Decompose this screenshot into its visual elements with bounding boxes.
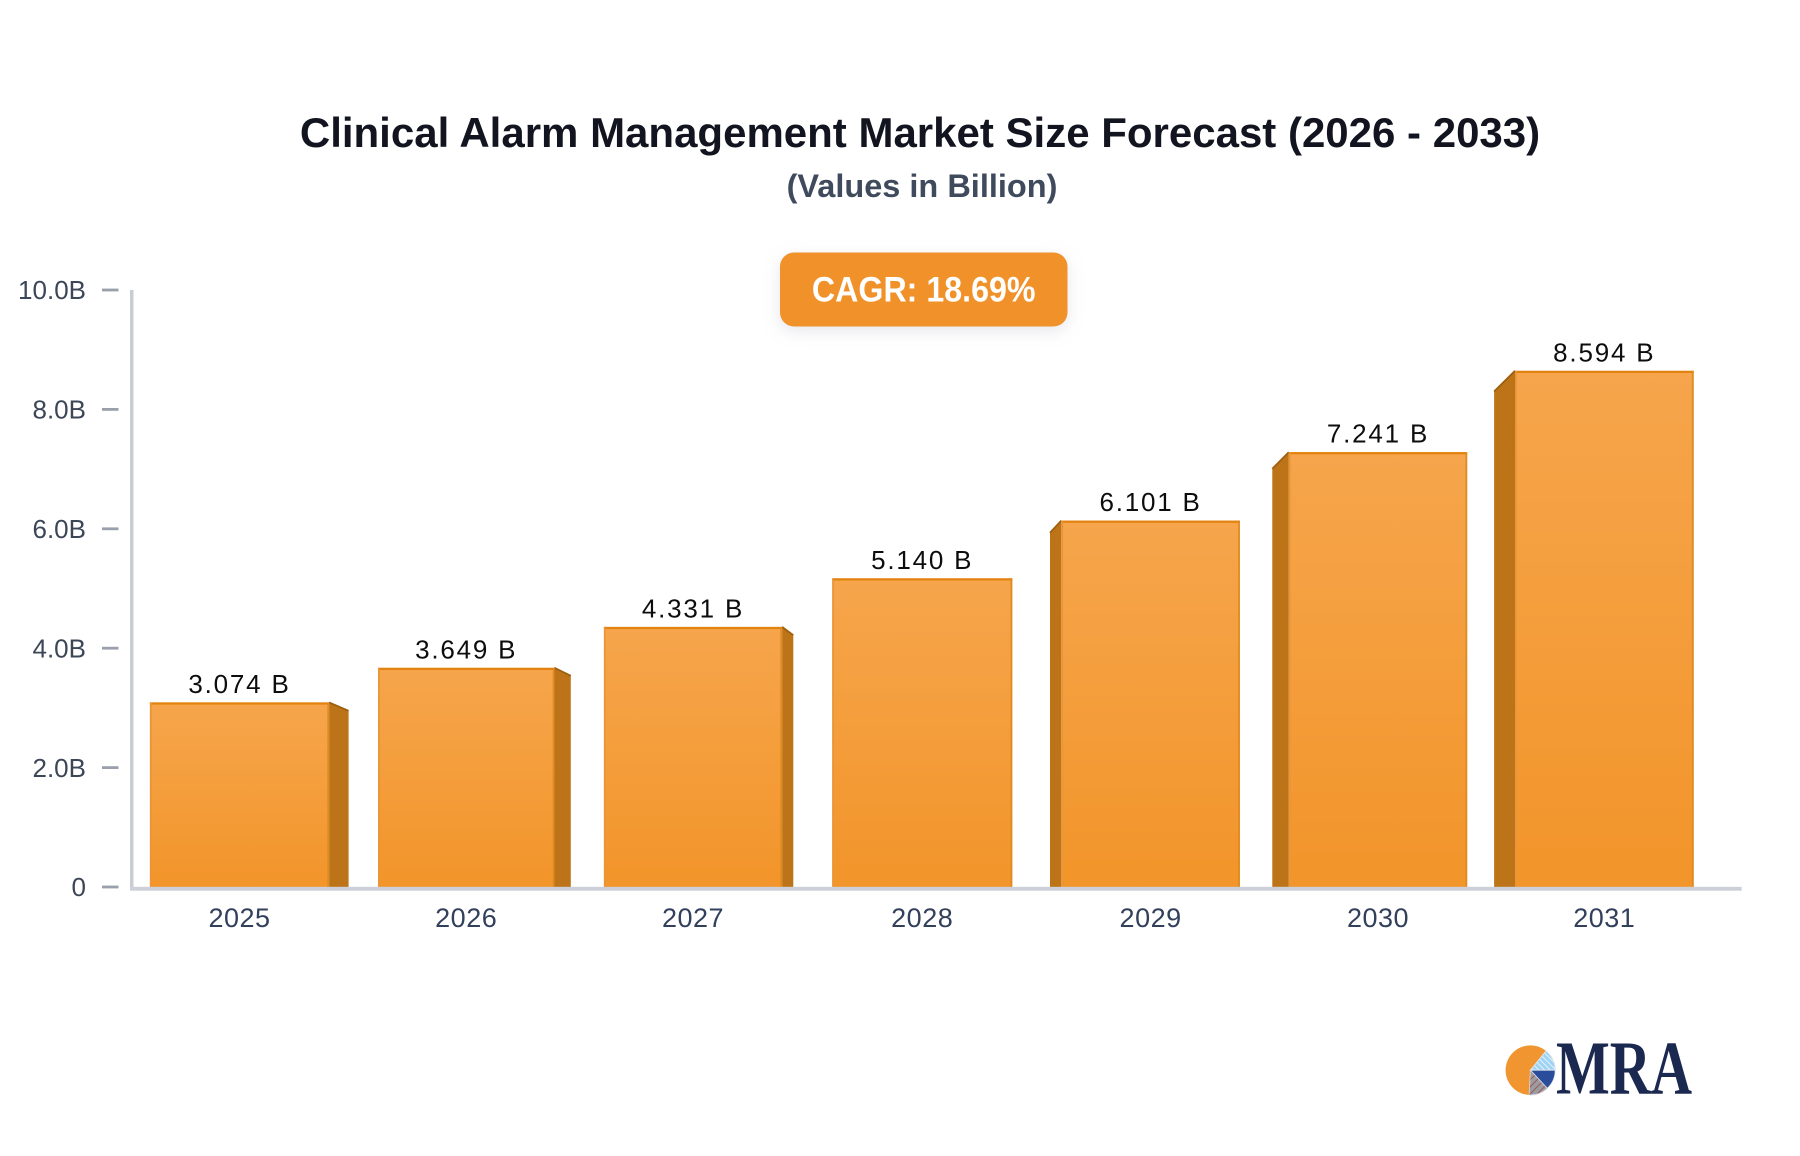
svg-text:MRA: MRA: [1556, 1026, 1692, 1111]
svg-text:4.0B: 4.0B: [33, 633, 87, 663]
svg-text:6.101 B: 6.101 B: [1099, 487, 1201, 517]
svg-text:2026: 2026: [435, 903, 497, 933]
svg-text:2.0B: 2.0B: [33, 753, 87, 783]
svg-text:7.241 B: 7.241 B: [1327, 419, 1429, 449]
svg-text:2029: 2029: [1120, 903, 1182, 933]
svg-text:5.140 B: 5.140 B: [871, 545, 973, 575]
svg-text:0: 0: [72, 872, 86, 902]
svg-text:6.0B: 6.0B: [33, 514, 87, 544]
svg-text:10.0B: 10.0B: [18, 275, 86, 305]
svg-text:CAGR: 18.69%: CAGR: 18.69%: [812, 271, 1036, 310]
svg-text:Clinical Alarm Management Mark: Clinical Alarm Management Market Size Fo…: [300, 109, 1540, 156]
svg-text:3.074 B: 3.074 B: [188, 669, 290, 699]
svg-text:2028: 2028: [891, 903, 953, 933]
svg-text:4.331 B: 4.331 B: [642, 593, 744, 623]
svg-text:3.649 B: 3.649 B: [415, 634, 517, 664]
svg-text:8.0B: 8.0B: [33, 395, 87, 425]
svg-text:(Values in Billion): (Values in Billion): [787, 168, 1058, 204]
svg-text:2027: 2027: [662, 903, 724, 933]
svg-text:8.594 B: 8.594 B: [1553, 337, 1655, 367]
svg-text:2031: 2031: [1573, 903, 1635, 933]
svg-text:2025: 2025: [208, 903, 270, 933]
svg-text:2030: 2030: [1347, 903, 1409, 933]
